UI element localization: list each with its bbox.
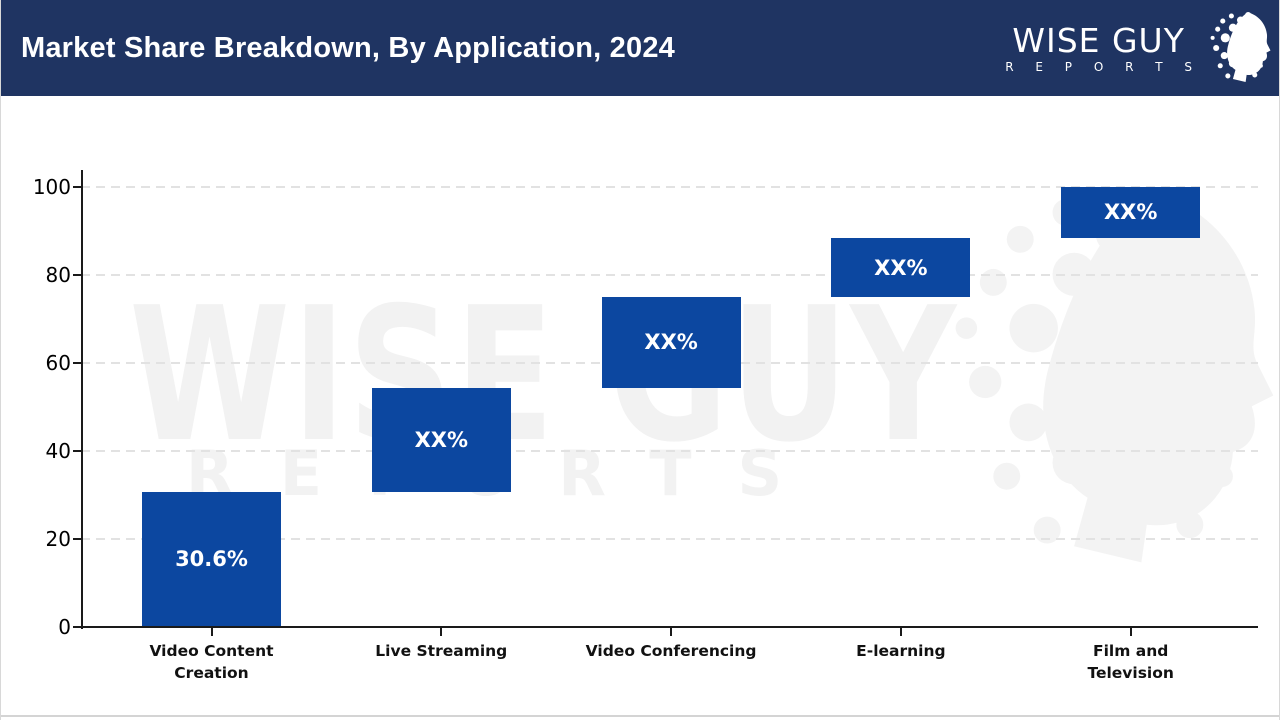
bar-value-label: XX%	[874, 255, 928, 280]
y-axis-tick-label: 20	[45, 526, 71, 551]
y-axis-tick-label: 0	[58, 614, 71, 639]
header-bar: Market Share Breakdown, By Application, …	[1, 0, 1279, 96]
y-gridline	[81, 273, 1258, 276]
x-tick-mark	[670, 628, 673, 636]
x-tick-mark	[1129, 628, 1132, 636]
x-category-label: Film and Television	[1087, 642, 1174, 682]
y-axis-tick-label: 100	[32, 174, 71, 199]
y-tick-mark	[73, 273, 81, 276]
y-gridline	[81, 537, 1258, 540]
y-tick-mark	[73, 537, 81, 540]
bar-segment: XX%	[371, 387, 511, 492]
x-tick-mark	[210, 628, 213, 636]
logo-text: WISE GUY R E P O R T S	[996, 24, 1201, 73]
watermark-wordmark: WISE GUY	[129, 267, 958, 483]
x-tick-mark	[899, 628, 902, 636]
y-tick-mark	[73, 185, 81, 188]
x-category-label: Video Conferencing	[585, 642, 757, 660]
y-tick-mark	[73, 625, 81, 628]
bar-segment: XX%	[1061, 186, 1201, 239]
x-axis-line	[81, 625, 1258, 628]
bar-value-label: XX%	[1103, 200, 1158, 225]
y-gridline	[81, 449, 1258, 452]
wise-guy-reports-logo: WISE GUY R E P O R T S	[996, 0, 1271, 96]
x-category-label: Video Content Creation	[149, 642, 274, 682]
x-category-label: E-learning	[856, 642, 946, 660]
y-axis-tick-label: 40	[45, 438, 71, 463]
y-tick-mark	[73, 449, 81, 452]
bar-segment: 30.6%	[142, 491, 281, 627]
y-axis-tick-label: 80	[45, 262, 71, 287]
bar-value-label: 30.6%	[175, 547, 248, 572]
x-category-label: Live Streaming	[375, 642, 508, 660]
logo-wordmark: WISE GUY	[1012, 20, 1185, 60]
bar-segment: XX%	[831, 238, 971, 298]
bar-segment: XX%	[601, 297, 741, 388]
page-title: Market Share Breakdown, By Application, …	[21, 31, 675, 64]
y-tick-mark	[73, 361, 81, 364]
y-axis-tick-label: 60	[45, 350, 71, 375]
y-gridline	[81, 185, 1258, 188]
y-axis-line	[81, 170, 83, 629]
x-tick-mark	[440, 628, 443, 636]
bar-value-label: XX%	[644, 330, 698, 355]
bar-value-label: XX%	[414, 427, 469, 452]
bottom-divider	[1, 715, 1279, 717]
logo-subtitle: R E P O R T S	[1005, 59, 1201, 74]
